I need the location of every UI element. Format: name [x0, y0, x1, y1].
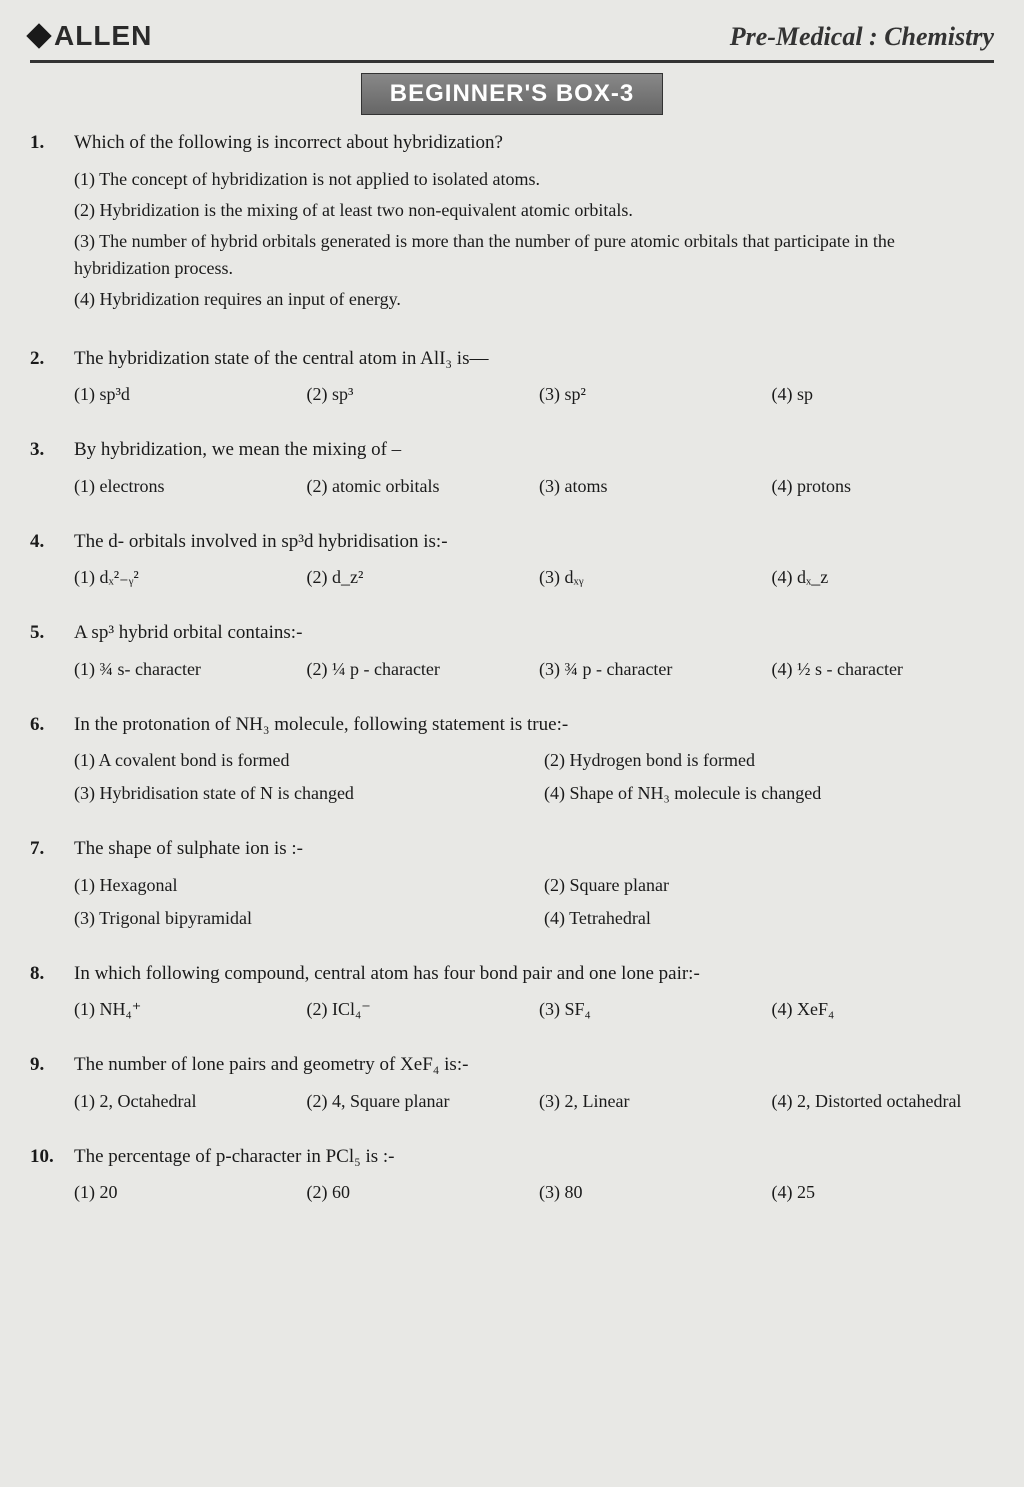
question: 10. The percentage of p-character in PCl₅… — [30, 1143, 994, 1207]
option: (1) Hexagonal — [74, 872, 524, 899]
question-text: A sp³ hybrid orbital contains:- — [74, 619, 994, 648]
option: (1) 2, Octahedral — [74, 1088, 297, 1115]
diamond-icon — [26, 23, 51, 48]
option: (2) d_z² — [307, 564, 530, 591]
question-number: 10. — [30, 1143, 60, 1207]
question-text: The hybridization state of the central a… — [74, 345, 994, 374]
option: (1) dₓ²₋ᵧ² — [74, 564, 297, 591]
question-text: By hybridization, we mean the mixing of … — [74, 436, 994, 465]
option: (4) 25 — [772, 1179, 995, 1206]
question-number: 5. — [30, 619, 60, 683]
question-body: In the protonation of NH₃ molecule, foll… — [74, 711, 994, 808]
box-title: BEGINNER'S BOX-3 — [361, 73, 663, 115]
options: (1) dₓ²₋ᵧ² (2) d_z² (3) dₓᵧ (4) dₓ_z — [74, 564, 994, 591]
question-body: The number of lone pairs and geometry of… — [74, 1051, 994, 1115]
question-body: The d- orbitals involved in sp³d hybridi… — [74, 528, 994, 592]
question-number: 7. — [30, 835, 60, 932]
question: 8. In which following compound, central a… — [30, 960, 994, 1024]
option: (3) The number of hybrid orbitals genera… — [74, 228, 994, 282]
option: (4) XeF₄ — [772, 996, 995, 1023]
option: (3) Trigonal bipyramidal — [74, 905, 524, 932]
option: (4) sp — [772, 381, 995, 408]
option: (1) A covalent bond is formed — [74, 747, 524, 774]
header-row: ALLEN Pre-Medical : Chemistry — [30, 20, 994, 52]
option: (2) 4, Square planar — [307, 1088, 530, 1115]
brand-logo: ALLEN — [30, 20, 152, 52]
option: (3) SF₄ — [539, 996, 762, 1023]
question: 6. In the protonation of NH₃ molecule, fo… — [30, 711, 994, 808]
option: (3) 80 — [539, 1179, 762, 1206]
question-text: The d- orbitals involved in sp³d hybridi… — [74, 528, 994, 557]
question-text: In the protonation of NH₃ molecule, foll… — [74, 711, 994, 740]
question: 3. By hybridization, we mean the mixing o… — [30, 436, 994, 500]
brand-text: ALLEN — [54, 20, 152, 52]
question-body: In which following compound, central ato… — [74, 960, 994, 1024]
options: (1) Hexagonal (2) Square planar (3) Trigon… — [74, 872, 994, 932]
option: (3) 2, Linear — [539, 1088, 762, 1115]
option: (1) electrons — [74, 473, 297, 500]
option: (3) atoms — [539, 473, 762, 500]
options: (1) The concept of hybridization is not … — [74, 166, 994, 313]
options: (1) NH₄⁺ (2) ICl₄⁻ (3) SF₄ (4) XeF₄ — [74, 996, 994, 1023]
option: (2) Square planar — [544, 872, 994, 899]
question-text: The percentage of p-character in PCl₅ is… — [74, 1143, 994, 1172]
box-title-wrap: BEGINNER'S BOX-3 — [30, 73, 994, 115]
option: (4) ½ s - character — [772, 656, 995, 683]
option: (1) The concept of hybridization is not … — [74, 166, 994, 193]
subject-label: Pre-Medical : Chemistry — [730, 22, 994, 52]
question: 7. The shape of sulphate ion is :- (1) Hex… — [30, 835, 994, 932]
option: (2) Hybridization is the mixing of at le… — [74, 197, 994, 224]
question-number: 4. — [30, 528, 60, 592]
option: (4) protons — [772, 473, 995, 500]
option: (3) Hybridisation state of N is changed — [74, 780, 524, 807]
option: (4) Shape of NH₃ molecule is changed — [544, 780, 994, 807]
option: (2) ICl₄⁻ — [307, 996, 530, 1023]
option: (3) dₓᵧ — [539, 564, 762, 591]
question-list: 1. Which of the following is incorrect ab… — [30, 129, 994, 1206]
option: (2) ¼ p - character — [307, 656, 530, 683]
options: (1) 2, Octahedral (2) 4, Square planar (3)… — [74, 1088, 994, 1115]
options: (1) A covalent bond is formed (2) Hydroge… — [74, 747, 994, 807]
option: (2) 60 — [307, 1179, 530, 1206]
options: (1) sp³d (2) sp³ (3) sp² (4) sp — [74, 381, 994, 408]
option: (2) Hydrogen bond is formed — [544, 747, 994, 774]
question-body: Which of the following is incorrect abou… — [74, 129, 994, 317]
question-number: 2. — [30, 345, 60, 409]
question-body: A sp³ hybrid orbital contains:- (1) ¾ s- … — [74, 619, 994, 683]
options: (1) ¾ s- character (2) ¼ p - character (3)… — [74, 656, 994, 683]
question-number: 6. — [30, 711, 60, 808]
question-number: 1. — [30, 129, 60, 317]
options: (1) electrons (2) atomic orbitals (3) atom… — [74, 473, 994, 500]
question-body: By hybridization, we mean the mixing of … — [74, 436, 994, 500]
options: (1) 20 (2) 60 (3) 80 (4) 25 — [74, 1179, 994, 1206]
question: 2. The hybridization state of the central… — [30, 345, 994, 409]
question: 9. The number of lone pairs and geometry … — [30, 1051, 994, 1115]
question-text: The shape of sulphate ion is :- — [74, 835, 994, 864]
option: (2) atomic orbitals — [307, 473, 530, 500]
option: (1) ¾ s- character — [74, 656, 297, 683]
question-body: The shape of sulphate ion is :- (1) Hexag… — [74, 835, 994, 932]
question-text: Which of the following is incorrect abou… — [74, 129, 994, 158]
question-body: The hybridization state of the central a… — [74, 345, 994, 409]
question-text: In which following compound, central ato… — [74, 960, 994, 989]
option: (3) sp² — [539, 381, 762, 408]
option: (4) Tetrahedral — [544, 905, 994, 932]
option: (4) 2, Distorted octahedral — [772, 1088, 995, 1115]
question-number: 9. — [30, 1051, 60, 1115]
question-text: The number of lone pairs and geometry of… — [74, 1051, 994, 1080]
question: 5. A sp³ hybrid orbital contains:- (1) ¾ s… — [30, 619, 994, 683]
question: 1. Which of the following is incorrect ab… — [30, 129, 994, 317]
option: (4) dₓ_z — [772, 564, 995, 591]
option: (2) sp³ — [307, 381, 530, 408]
question: 4. The d- orbitals involved in sp³d hybri… — [30, 528, 994, 592]
option: (1) sp³d — [74, 381, 297, 408]
option: (4) Hybridization requires an input of e… — [74, 286, 994, 313]
option: (3) ¾ p - character — [539, 656, 762, 683]
question-number: 8. — [30, 960, 60, 1024]
question-body: The percentage of p-character in PCl₅ is… — [74, 1143, 994, 1207]
option: (1) NH₄⁺ — [74, 996, 297, 1023]
header-rule — [30, 60, 994, 63]
question-number: 3. — [30, 436, 60, 500]
option: (1) 20 — [74, 1179, 297, 1206]
